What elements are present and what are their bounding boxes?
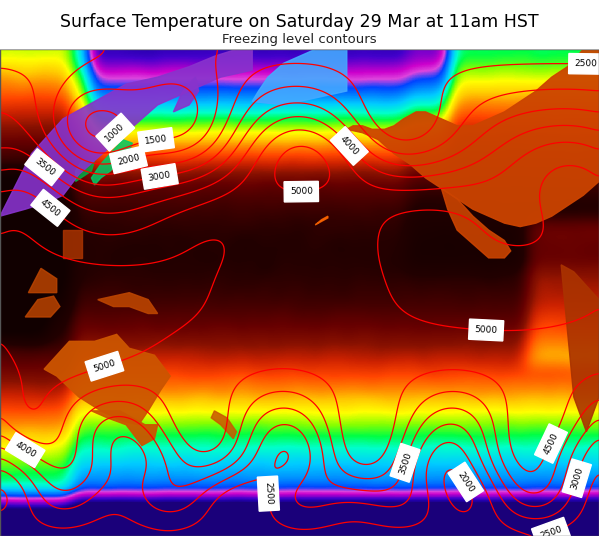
Polygon shape: [92, 140, 132, 185]
Text: 5000: 5000: [290, 187, 313, 196]
Polygon shape: [28, 269, 57, 293]
Text: 1500: 1500: [144, 134, 168, 146]
Text: 4000: 4000: [13, 440, 37, 460]
Polygon shape: [561, 265, 599, 431]
Text: 2500: 2500: [574, 59, 597, 69]
Text: 3500: 3500: [397, 450, 413, 475]
Text: 2500: 2500: [263, 482, 274, 505]
Text: 2000: 2000: [116, 153, 141, 167]
Polygon shape: [211, 411, 237, 438]
Text: 3500: 3500: [32, 157, 56, 178]
Polygon shape: [98, 293, 158, 314]
Polygon shape: [44, 334, 170, 425]
Text: 3000: 3000: [147, 170, 172, 183]
Text: 5000: 5000: [92, 359, 117, 374]
Polygon shape: [92, 411, 158, 445]
Polygon shape: [252, 49, 347, 105]
Polygon shape: [75, 161, 95, 181]
Text: 4000: 4000: [338, 135, 361, 158]
Text: Freezing level contours: Freezing level contours: [222, 33, 377, 46]
Text: 4500: 4500: [542, 431, 560, 456]
Polygon shape: [25, 296, 60, 317]
Polygon shape: [173, 77, 199, 112]
Text: 5000: 5000: [474, 325, 498, 335]
Polygon shape: [347, 49, 599, 227]
Polygon shape: [441, 188, 511, 258]
Polygon shape: [0, 49, 252, 216]
Polygon shape: [63, 230, 82, 258]
Text: 1000: 1000: [104, 121, 127, 143]
Polygon shape: [315, 216, 328, 225]
Text: 2500: 2500: [539, 525, 563, 536]
Text: 4500: 4500: [39, 197, 62, 219]
Text: 3000: 3000: [569, 466, 585, 490]
Text: 2000: 2000: [456, 470, 476, 494]
Text: Surface Temperature on Saturday 29 Mar at 11am HST: Surface Temperature on Saturday 29 Mar a…: [60, 13, 539, 32]
